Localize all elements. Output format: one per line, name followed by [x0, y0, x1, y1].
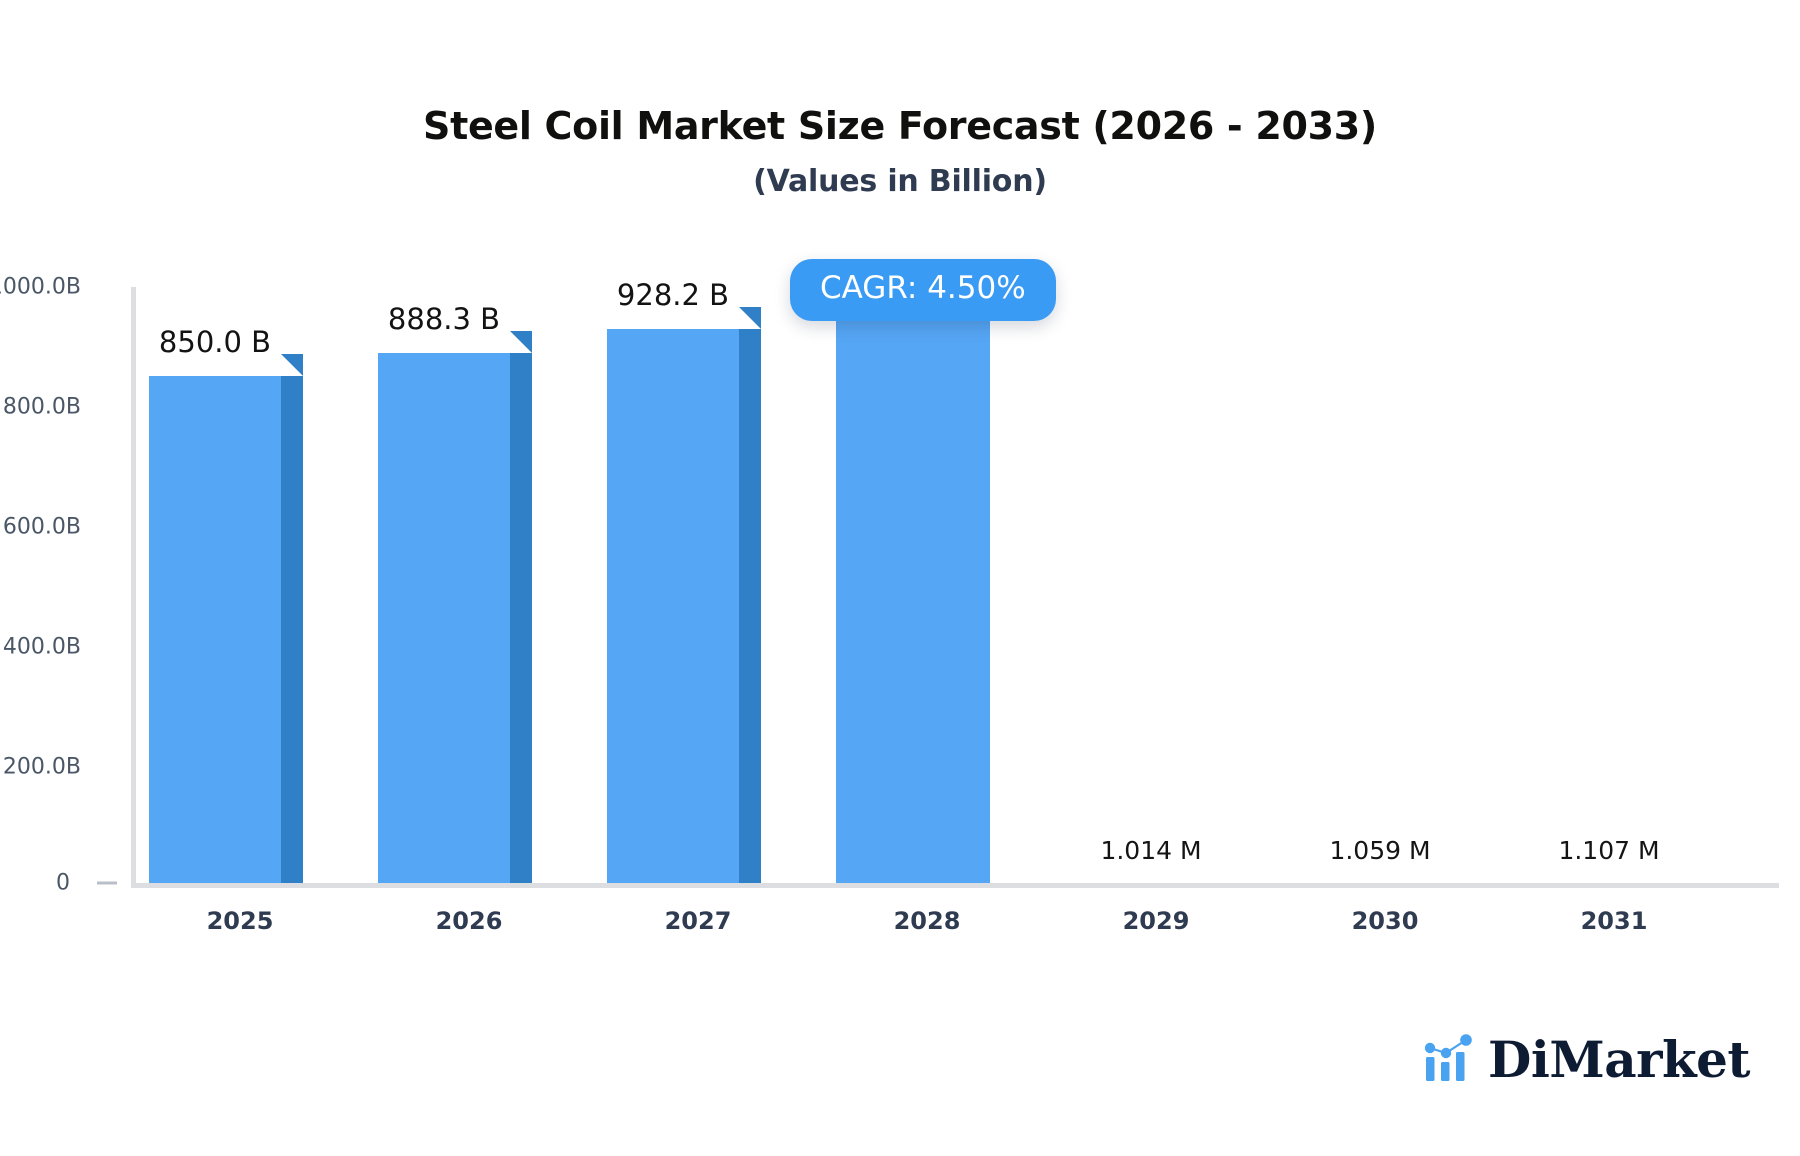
cagr-badge[interactable]: CAGR: 4.50% [790, 259, 1056, 321]
y-tick-label-400: 400.0B [2, 634, 81, 660]
y-tick-dash-0 [97, 881, 117, 885]
x-tick-2025: 2025 [206, 907, 274, 935]
chart-subtitle: (Values in Billion) [753, 163, 1047, 199]
x-tick-2026: 2026 [435, 907, 503, 935]
x-axis-line [131, 883, 1779, 888]
bar-2026-front [378, 353, 510, 883]
plot-area: 850.0 B 888.3 B 928.2 B 1.014 M 1.059 M … [131, 278, 1779, 888]
y-tick-label-800: 800.0B [2, 394, 81, 420]
value-label-2029: 1.014 M [1100, 836, 1202, 865]
bar-2027[interactable] [607, 307, 761, 883]
bar-label-2027: 928.2 B [616, 278, 730, 312]
bar-2026-side [510, 331, 532, 883]
x-tick-2030: 2030 [1351, 907, 1419, 935]
bar-2027-side [739, 307, 761, 883]
bar-label-2025: 850.0 B [158, 325, 272, 359]
bar-2028-front [836, 287, 990, 883]
x-tick-2027: 2027 [664, 907, 732, 935]
bar-2026[interactable] [378, 331, 532, 883]
bar-2027-front [607, 329, 739, 883]
y-tick-label-600: 600.0B [2, 514, 81, 540]
x-tick-2028: 2028 [893, 907, 961, 935]
bar-chart-icon [1424, 1032, 1476, 1087]
y-tick-label-0: 0 [56, 870, 70, 896]
brand-name: DiMarket [1488, 1029, 1751, 1089]
bar-2025-side [281, 354, 303, 883]
bar-2025-front [149, 376, 281, 883]
brand-logo: DiMarket [1424, 1029, 1751, 1089]
value-label-2031: 1.107 M [1558, 836, 1660, 865]
bar-2028[interactable] [836, 287, 990, 883]
chart-header: Steel Coil Market Size Forecast (2026 - … [0, 104, 1800, 199]
chart-title: Steel Coil Market Size Forecast (2026 - … [423, 104, 1377, 148]
y-tick-label-1000: 1000.0B [0, 274, 81, 300]
y-axis-line [131, 287, 136, 888]
bar-label-2026: 888.3 B [387, 302, 501, 336]
bar-2025[interactable] [149, 354, 303, 883]
value-label-2030: 1.059 M [1329, 836, 1431, 865]
x-tick-2029: 2029 [1122, 907, 1190, 935]
x-tick-2031: 2031 [1580, 907, 1648, 935]
y-tick-label-200: 200.0B [2, 754, 81, 780]
